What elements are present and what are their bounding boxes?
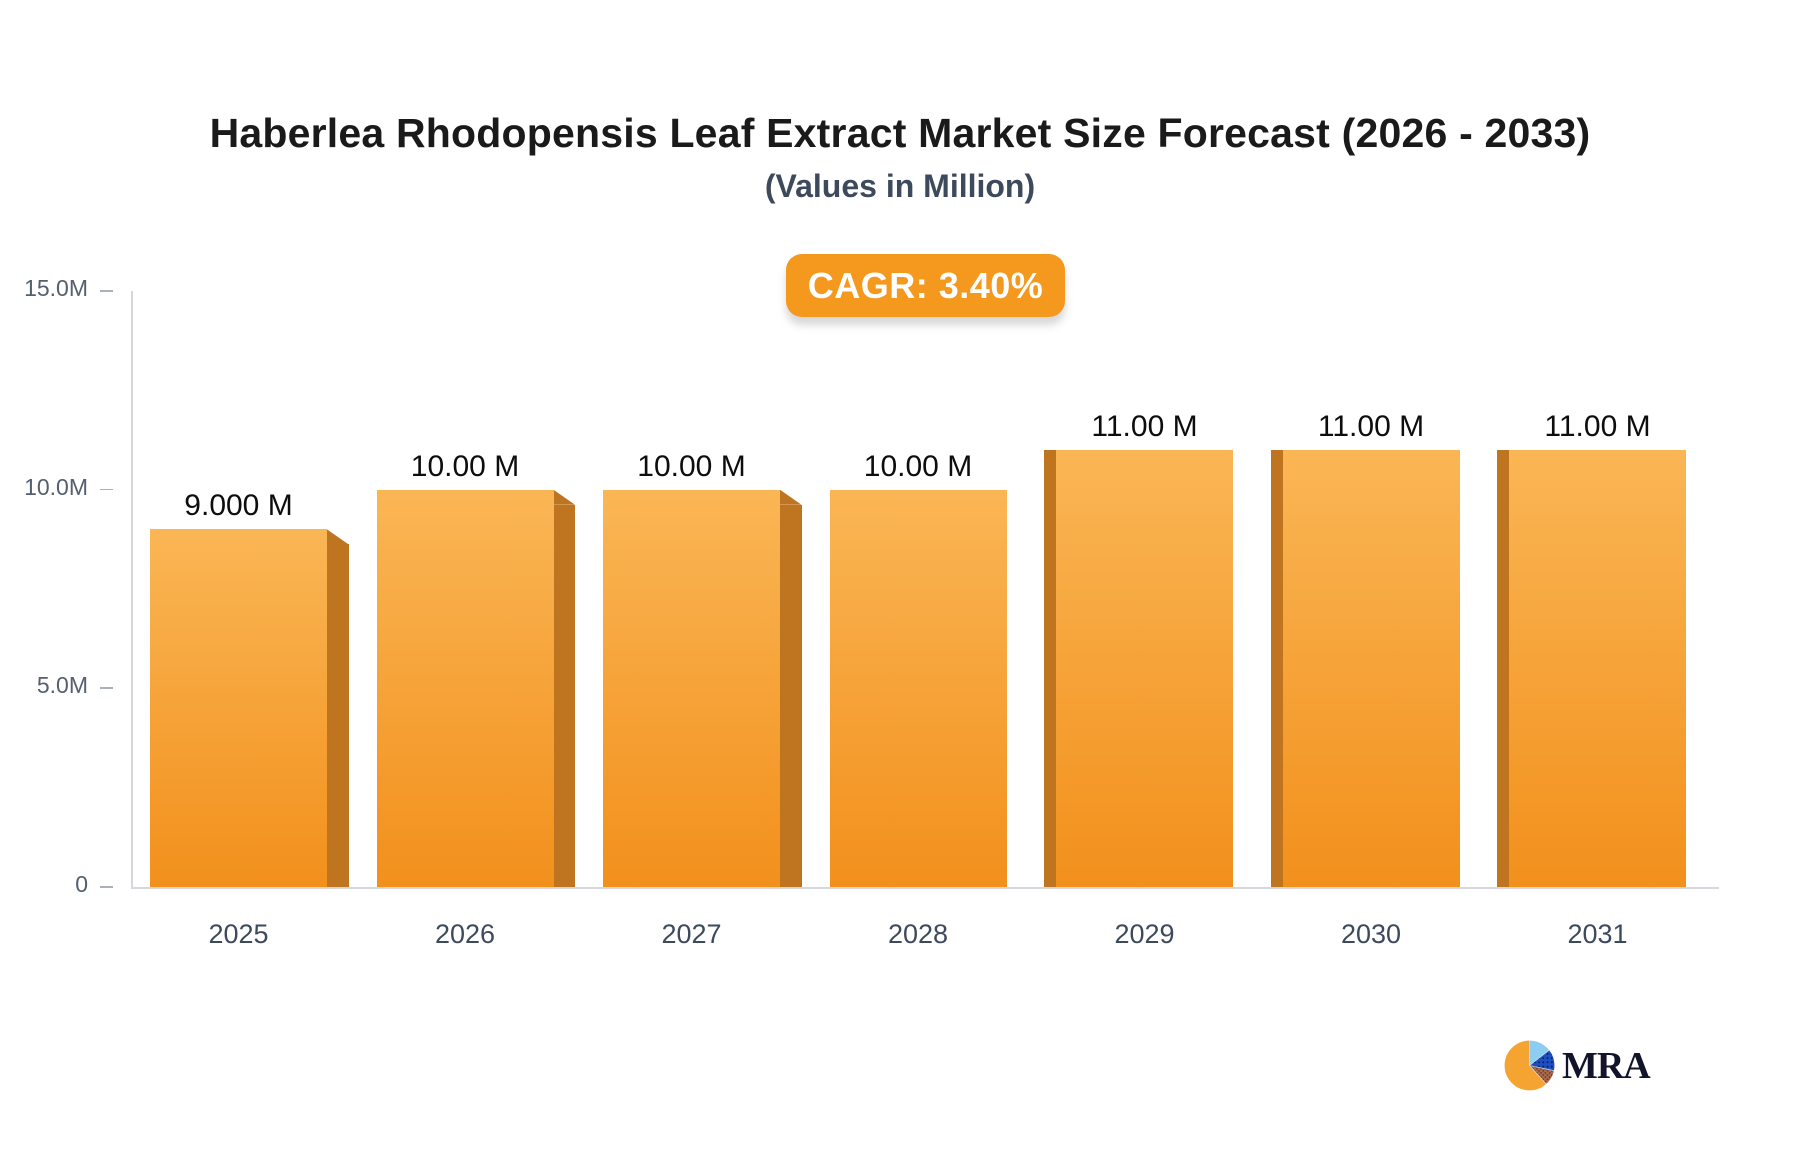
svg-text:MRA: MRA [1562, 1045, 1651, 1087]
